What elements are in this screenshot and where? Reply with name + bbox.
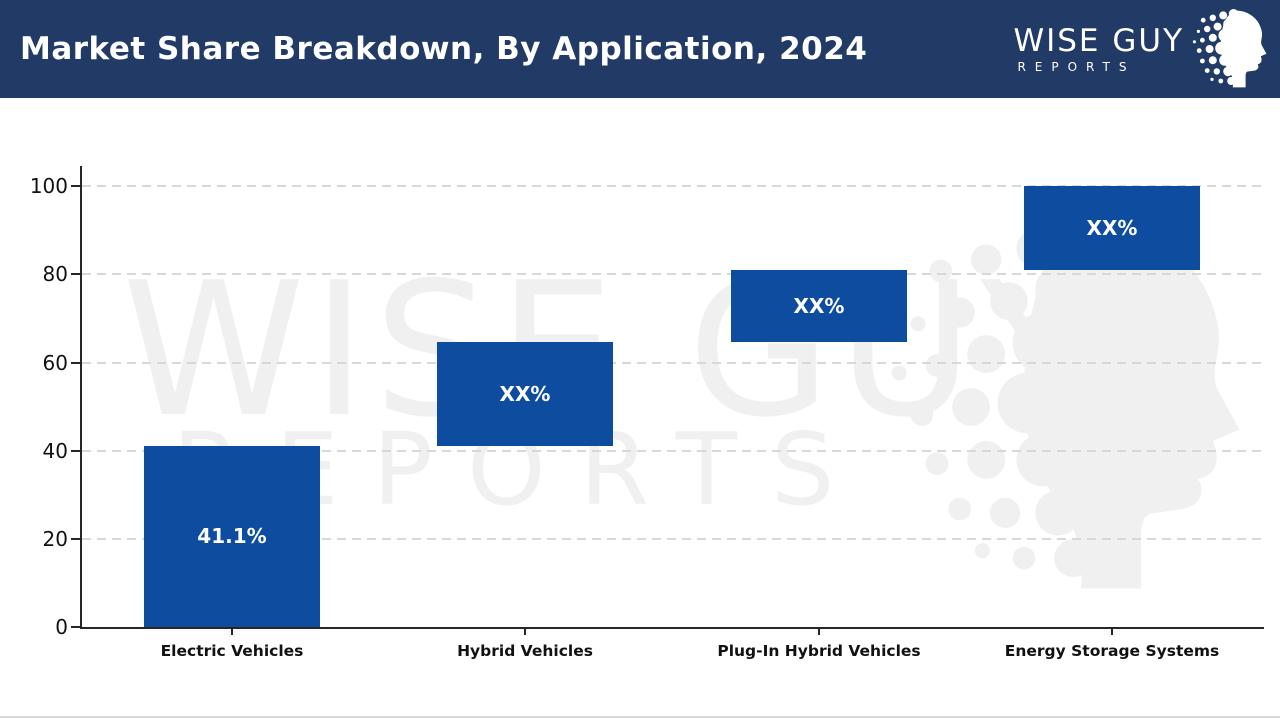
bar-segment: XX% — [1024, 186, 1200, 271]
header-bar: Market Share Breakdown, By Application, … — [0, 0, 1280, 98]
gridline — [82, 449, 1264, 452]
x-tick-mark — [524, 627, 526, 635]
logo-head-icon — [1192, 9, 1267, 88]
y-tick-label: 100 — [29, 174, 68, 199]
x-category-label: Hybrid Vehicles — [457, 642, 593, 660]
y-tick-mark — [71, 185, 80, 188]
wiseguy-logo: WISE GUY REPORTS — [1013, 9, 1280, 89]
gridline — [82, 185, 1264, 188]
y-tick-label: 60 — [42, 350, 68, 375]
bar-value-label: XX% — [499, 381, 551, 406]
bar-segment: 41.1% — [144, 445, 320, 627]
x-category-label: Electric Vehicles — [160, 642, 304, 660]
bar-value-label: 41.1% — [197, 524, 267, 549]
y-tick-label: 0 — [55, 615, 68, 639]
y-tick-label: 20 — [42, 526, 68, 551]
logo-wordmark: WISE GUY — [1013, 22, 1184, 59]
bar-segment: XX% — [437, 341, 613, 446]
bottom-divider — [0, 716, 1280, 718]
page-title: Market Share Breakdown, By Application, … — [20, 31, 868, 67]
bar-segment: XX% — [731, 270, 907, 342]
gridline — [82, 273, 1264, 276]
y-tick-label: 80 — [42, 262, 68, 287]
y-tick-mark — [71, 449, 80, 452]
x-category-label: Plug-In Hybrid Vehicles — [717, 642, 921, 660]
bar-value-label: XX% — [793, 293, 845, 318]
x-tick-mark — [231, 627, 233, 635]
y-tick-label: 40 — [42, 438, 68, 463]
y-tick-mark — [71, 626, 80, 628]
logo-text: WISE GUY REPORTS — [1013, 22, 1184, 74]
x-tick-mark — [1111, 627, 1113, 635]
x-category-label: Energy Storage Systems — [1004, 642, 1220, 660]
x-tick-mark — [818, 627, 820, 635]
y-tick-mark — [71, 273, 80, 276]
plot-area: 0 20 40 60 80 100 41.1% Electric Vehicles XX% Hyb… — [30, 166, 1264, 660]
gridline — [82, 537, 1264, 540]
gridline — [82, 361, 1264, 364]
y-tick-mark — [71, 537, 80, 540]
logo-subtext: REPORTS — [1017, 59, 1136, 74]
bar-value-label: XX% — [1086, 216, 1138, 241]
y-tick-mark — [71, 361, 80, 364]
